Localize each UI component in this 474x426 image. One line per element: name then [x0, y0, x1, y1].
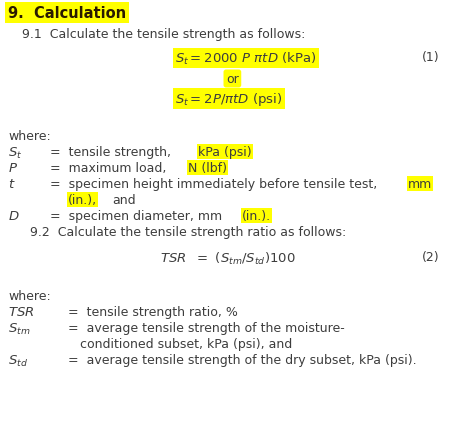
Text: =  specimen diameter, mm: = specimen diameter, mm — [50, 210, 222, 222]
Text: $S_t$: $S_t$ — [8, 146, 22, 161]
Text: conditioned subset, kPa (psi), and: conditioned subset, kPa (psi), and — [80, 337, 292, 350]
Text: (2): (2) — [422, 250, 440, 263]
Text: =  average tensile strength of the dry subset, kPa (psi).: = average tensile strength of the dry su… — [68, 353, 417, 366]
Text: $TSR\ \ =\ (S_{tm}/S_{td})100$: $TSR\ \ =\ (S_{tm}/S_{td})100$ — [160, 250, 296, 267]
Text: 9.1  Calculate the tensile strength as follows:: 9.1 Calculate the tensile strength as fo… — [22, 28, 305, 41]
Text: (in.).: (in.). — [242, 210, 271, 222]
Text: mm: mm — [408, 178, 432, 190]
Text: =  tensile strength,: = tensile strength, — [50, 146, 171, 158]
Text: $S_{tm}$: $S_{tm}$ — [8, 321, 30, 336]
Text: or: or — [226, 73, 239, 86]
Text: $S_t = 2000\ P\ \pi tD\ \mathrm{(kPa)}$: $S_t = 2000\ P\ \pi tD\ \mathrm{(kPa)}$ — [175, 51, 317, 67]
Text: N (lbf): N (lbf) — [188, 161, 227, 175]
Text: =  maximum load,: = maximum load, — [50, 161, 166, 175]
Text: where:: where: — [8, 130, 51, 143]
Text: $P$: $P$ — [8, 161, 18, 175]
Text: =  tensile strength ratio, %: = tensile strength ratio, % — [68, 305, 238, 318]
Text: =  average tensile strength of the moisture-: = average tensile strength of the moistu… — [68, 321, 345, 334]
Text: $t$: $t$ — [8, 178, 16, 190]
Text: (in.),: (in.), — [68, 193, 97, 207]
Text: $S_t = 2P/\pi tD\ \mathrm{(psi)}$: $S_t = 2P/\pi tD\ \mathrm{(psi)}$ — [175, 91, 283, 108]
Text: 9.2  Calculate the tensile strength ratio as follows:: 9.2 Calculate the tensile strength ratio… — [22, 225, 346, 239]
Text: 9.  Calculation: 9. Calculation — [8, 6, 126, 21]
Text: kPa (psi): kPa (psi) — [198, 146, 252, 158]
Text: and: and — [112, 193, 136, 207]
Text: $TSR$: $TSR$ — [8, 305, 35, 318]
Text: where:: where: — [8, 289, 51, 302]
Text: (1): (1) — [422, 51, 440, 64]
Text: =  specimen height immediately before tensile test,: = specimen height immediately before ten… — [50, 178, 377, 190]
Text: $S_{td}$: $S_{td}$ — [8, 353, 28, 368]
Text: $D$: $D$ — [8, 210, 19, 222]
